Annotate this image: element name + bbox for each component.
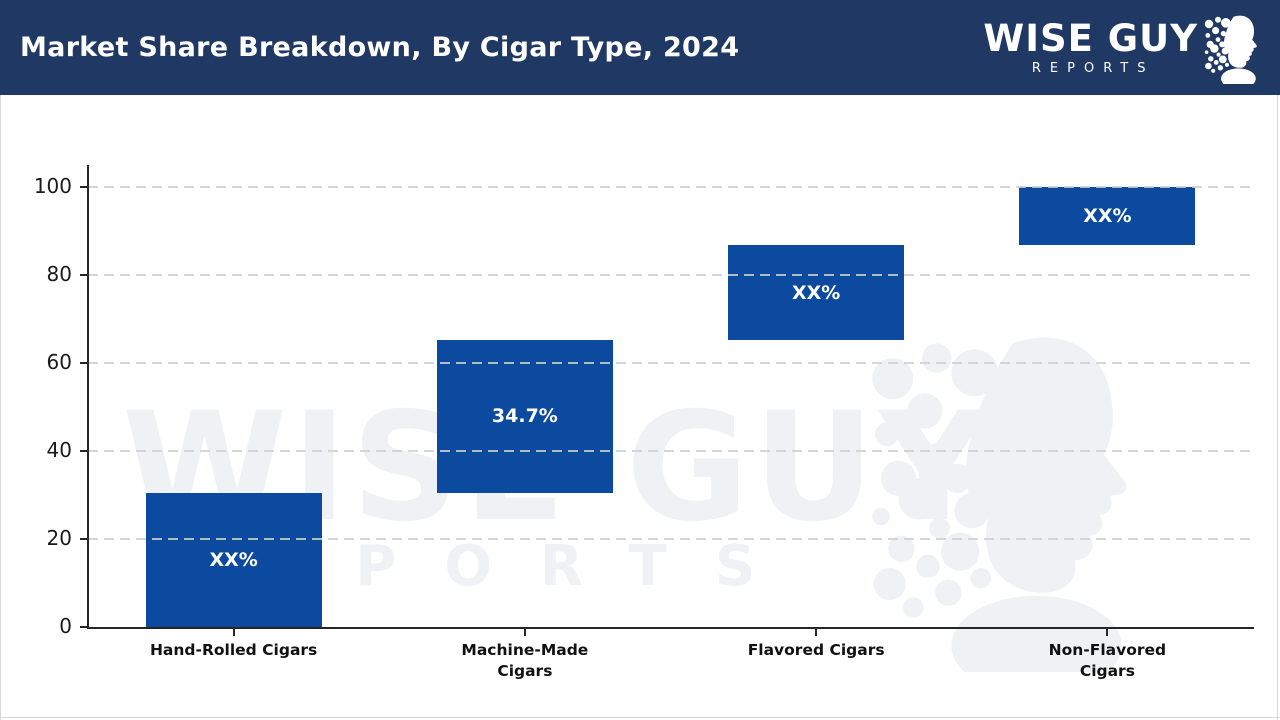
frame-border-right xyxy=(1277,95,1278,720)
watermark-subtitle: REPORTS xyxy=(178,534,804,599)
logo-text: WISE GUY REPORTS xyxy=(983,20,1198,76)
frame-border-left xyxy=(0,95,1,720)
logo-face-icon xyxy=(1204,15,1257,84)
watermark-wordmark: WISE GUY xyxy=(122,381,992,555)
logo-subtitle: REPORTS xyxy=(1031,60,1155,76)
chart-area: WISE GUY REPORTS xyxy=(0,95,1280,720)
page-title: Market Share Breakdown, By Cigar Type, 2… xyxy=(20,32,740,63)
frame-border-bottom xyxy=(0,717,1280,718)
header-bar: Market Share Breakdown, By Cigar Type, 2… xyxy=(0,0,1280,95)
logo-wordmark: WISE GUY xyxy=(983,16,1198,60)
wise-guy-logo: WISE GUY REPORTS xyxy=(983,12,1266,84)
watermark-face-icon xyxy=(872,337,1127,672)
